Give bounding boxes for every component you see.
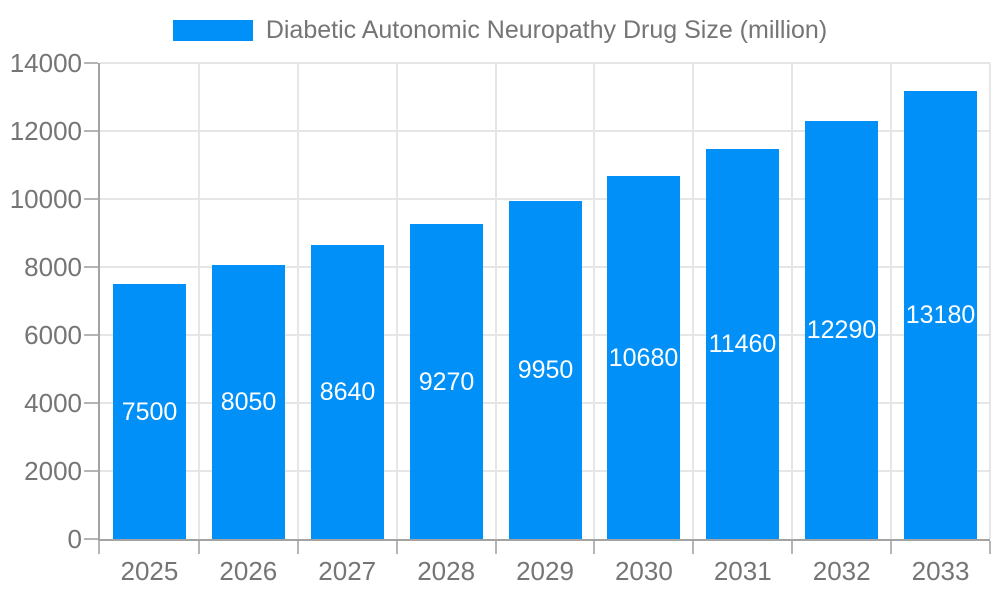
- x-tick-label: 2029: [516, 556, 574, 586]
- chart-legend: Diabetic Autonomic Neuropathy Drug Size …: [0, 16, 1000, 45]
- y-gridline: [100, 198, 990, 200]
- y-gridline: [100, 130, 990, 132]
- x-tick-label: 2031: [713, 556, 772, 586]
- x-gridline: [197, 63, 200, 539]
- y-tick: [84, 266, 98, 268]
- x-tick-label: 2032: [812, 556, 871, 586]
- y-tick-label: 12000: [9, 116, 82, 146]
- y-tick: [84, 130, 98, 132]
- y-tick: [84, 470, 98, 472]
- y-tick-label: 8000: [24, 252, 82, 282]
- bar[interactable]: 13180: [904, 91, 977, 539]
- y-tick: [84, 334, 98, 336]
- bar-value-label: 11460: [708, 330, 777, 358]
- legend-item[interactable]: Diabetic Autonomic Neuropathy Drug Size …: [172, 16, 828, 45]
- y-tick-label: 2000: [24, 456, 82, 486]
- bar-value-label: 8640: [319, 378, 376, 406]
- x-gridline: [395, 63, 398, 539]
- x-tick-label: 2027: [318, 556, 377, 586]
- y-tick: [84, 62, 98, 64]
- bar-value-label: 13180: [905, 301, 976, 329]
- x-tick-label: 2033: [911, 556, 970, 586]
- legend-label: Diabetic Autonomic Neuropathy Drug Size …: [265, 16, 828, 44]
- x-gridline: [692, 63, 695, 539]
- x-tick-label: 2028: [417, 556, 476, 586]
- x-gridline: [890, 63, 893, 539]
- bar-value-label: 8050: [220, 388, 277, 416]
- x-tick: [989, 541, 991, 554]
- y-axis-line: [98, 63, 100, 541]
- bar-value-label: 9270: [418, 367, 475, 396]
- x-gridline: [791, 63, 794, 539]
- bar[interactable]: 8050: [212, 265, 285, 539]
- x-gridline: [593, 63, 596, 539]
- bar[interactable]: 10680: [607, 176, 680, 539]
- x-tick: [593, 541, 596, 554]
- y-tick-label: 0: [67, 524, 82, 554]
- bar[interactable]: 11460: [706, 149, 779, 539]
- x-tick: [296, 541, 299, 554]
- bar[interactable]: 7500: [113, 284, 186, 539]
- x-axis-line: [98, 539, 990, 541]
- y-tick-label: 6000: [24, 320, 82, 350]
- y-tick: [84, 198, 98, 200]
- x-tick: [98, 541, 100, 554]
- x-tick: [197, 541, 200, 554]
- x-tick: [791, 541, 794, 554]
- x-tick: [890, 541, 893, 554]
- legend-swatch: [172, 20, 253, 41]
- bar-value-label: 9950: [517, 356, 574, 384]
- y-tick-label: 4000: [24, 388, 82, 418]
- y-tick: [84, 538, 98, 540]
- bar-value-label: 7500: [121, 397, 178, 426]
- plot-area: 7500 8050 8640 9270 9950 10680 11460 12290 13180: [100, 62, 991, 539]
- x-tick-label: 2025: [120, 556, 179, 586]
- bar-value-label: 12290: [806, 316, 877, 344]
- x-tick-label: 2026: [219, 556, 278, 586]
- x-gridline: [989, 63, 991, 539]
- bar[interactable]: 8640: [311, 245, 384, 539]
- y-tick-label: 10000: [9, 184, 82, 214]
- y-gridline: [100, 62, 990, 64]
- bar[interactable]: 12290: [805, 121, 878, 539]
- y-tick: [84, 402, 98, 404]
- y-tick-label: 14000: [9, 48, 82, 78]
- x-gridline: [296, 63, 299, 539]
- x-gridline: [494, 63, 497, 539]
- x-tick: [692, 541, 695, 554]
- x-tick: [494, 541, 497, 554]
- bar[interactable]: 9950: [509, 201, 582, 539]
- x-tick: [395, 541, 398, 554]
- bar-value-label: 10680: [608, 343, 679, 372]
- bar[interactable]: 9270: [410, 224, 483, 539]
- x-tick-label: 2030: [614, 556, 673, 586]
